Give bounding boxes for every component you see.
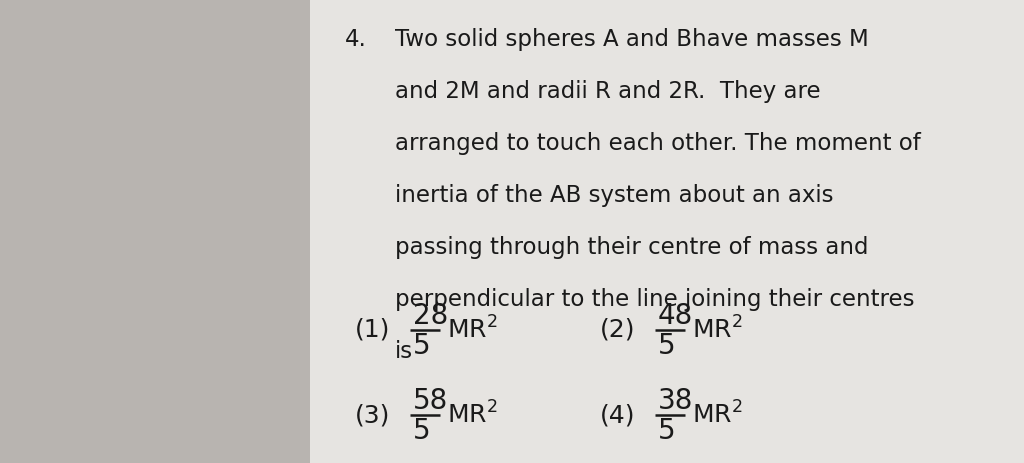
Text: MR$^2$: MR$^2$ [692, 401, 742, 429]
Text: is: is [395, 340, 413, 363]
Text: 48: 48 [658, 302, 693, 330]
Text: 5: 5 [413, 417, 431, 445]
Text: (2): (2) [599, 318, 635, 342]
Text: 28: 28 [413, 302, 449, 330]
Text: 5: 5 [658, 332, 676, 360]
Text: arranged to touch each other. The moment of: arranged to touch each other. The moment… [395, 132, 921, 155]
Text: MR$^2$: MR$^2$ [447, 316, 498, 344]
Text: 4.: 4. [345, 28, 367, 51]
Text: (1): (1) [354, 318, 390, 342]
Text: 58: 58 [413, 387, 449, 415]
Text: (3): (3) [354, 403, 390, 427]
Text: and 2M and radii R and 2R.  They are: and 2M and radii R and 2R. They are [395, 80, 820, 103]
Text: perpendicular to the line joining their centres: perpendicular to the line joining their … [395, 288, 914, 311]
Text: MR$^2$: MR$^2$ [447, 401, 498, 429]
Bar [310, 0, 1024, 463]
Text: Two solid spheres A and Bhave masses M: Two solid spheres A and Bhave masses M [395, 28, 868, 51]
Text: inertia of the AB system about an axis: inertia of the AB system about an axis [395, 184, 834, 207]
Text: 38: 38 [658, 387, 693, 415]
Text: (4): (4) [599, 403, 635, 427]
Text: 5: 5 [658, 417, 676, 445]
Text: 5: 5 [413, 332, 431, 360]
Text: passing through their centre of mass and: passing through their centre of mass and [395, 236, 868, 259]
Text: MR$^2$: MR$^2$ [692, 316, 742, 344]
Bar [0, 0, 310, 463]
